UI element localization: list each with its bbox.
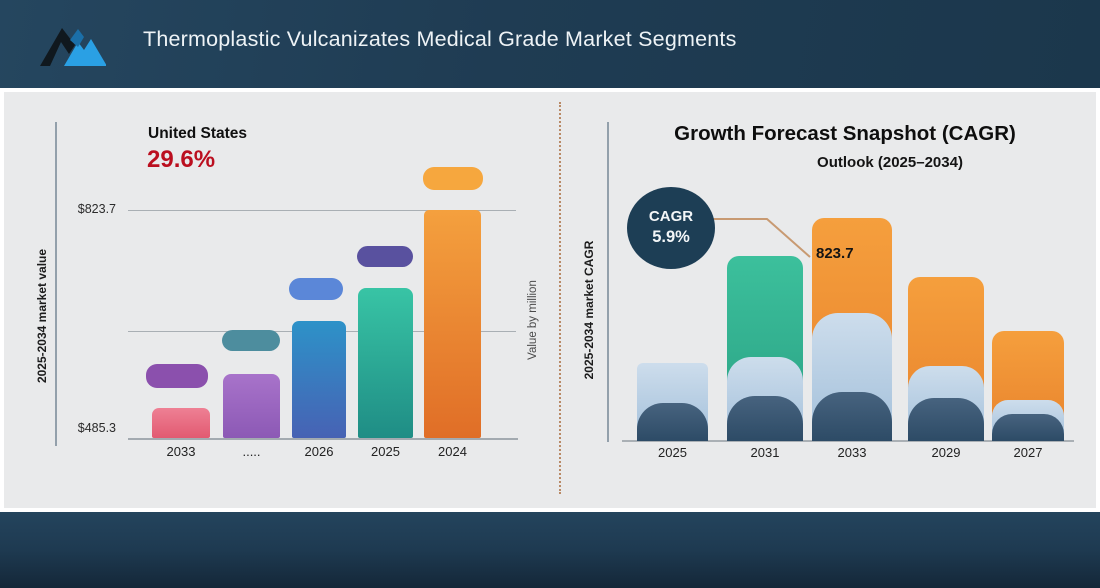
header-bar: Thermoplastic Vulcanizates Medical Grade… [0,0,1100,88]
left-chart-bar-cap [423,167,483,190]
bar-value-annotation: 823.7 [816,245,854,262]
right-chart-title: Growth Forecast Snapshot (CAGR) [674,122,1016,145]
highlight-percentage: 29.6% [147,146,216,173]
left-chart-bar-cap [222,330,280,351]
left-x-tick-label: 2033 [166,444,196,459]
value-by-million-label: Value by million [527,280,539,360]
left-x-tick-label: 2025 [371,444,400,459]
left-x-tick-label: ..... [242,444,261,459]
right-y-axis-label: 2025-2034 market CAGR [582,240,596,380]
left-chart-bar [223,374,280,438]
left-x-axis [128,438,518,440]
footer-bar: @ All Market Analysis Snapshot GlobalThe… [0,512,1100,588]
left-chart-bar-cap [289,278,343,300]
right-chart-bar-segment [727,396,803,441]
left-x-tick-label: 2024 [438,444,467,459]
right-chart-bar-segment [637,403,708,441]
ama-logo-icon [40,28,106,66]
left-y-axis [55,122,57,446]
gridline-top [128,210,516,211]
left-tick-top: $823.7 [77,202,116,216]
right-chart-bar-segment [812,392,892,441]
left-tick-bottom: $485.3 [77,421,116,435]
right-chart-bar-segment [908,398,984,441]
right-x-axis [622,440,1074,442]
cagr-badge-label: CAGR [648,208,694,226]
right-x-tick-label: 2029 [931,445,961,460]
right-x-tick-label: 2025 [658,445,687,460]
left-chart-bar [152,408,210,438]
cagr-badge-value: 5.9% [652,228,690,247]
right-chart-bar-segment [992,414,1064,441]
left-chart-bar-cap [357,246,413,267]
cagr-badge: CAGR 5.9% [627,187,715,269]
right-y-axis [607,122,609,442]
page-title: Thermoplastic Vulcanizates Medical Grade… [143,27,737,51]
right-chart-subtitle: Outlook (2025–2034) [817,154,963,171]
left-y-axis-label: 2025-2034 market value [35,248,49,384]
left-chart-bar-cap [146,364,208,388]
panel-divider [559,102,561,494]
left-chart-bar [358,288,413,438]
left-chart-bar [292,321,346,438]
right-x-tick-label: 2027 [1013,445,1043,460]
right-x-tick-label: 2031 [750,445,780,460]
left-chart-bar [424,210,481,438]
right-x-tick-label: 2033 [837,445,867,460]
region-label: United States [148,125,248,142]
left-x-tick-label: 2026 [304,444,334,459]
